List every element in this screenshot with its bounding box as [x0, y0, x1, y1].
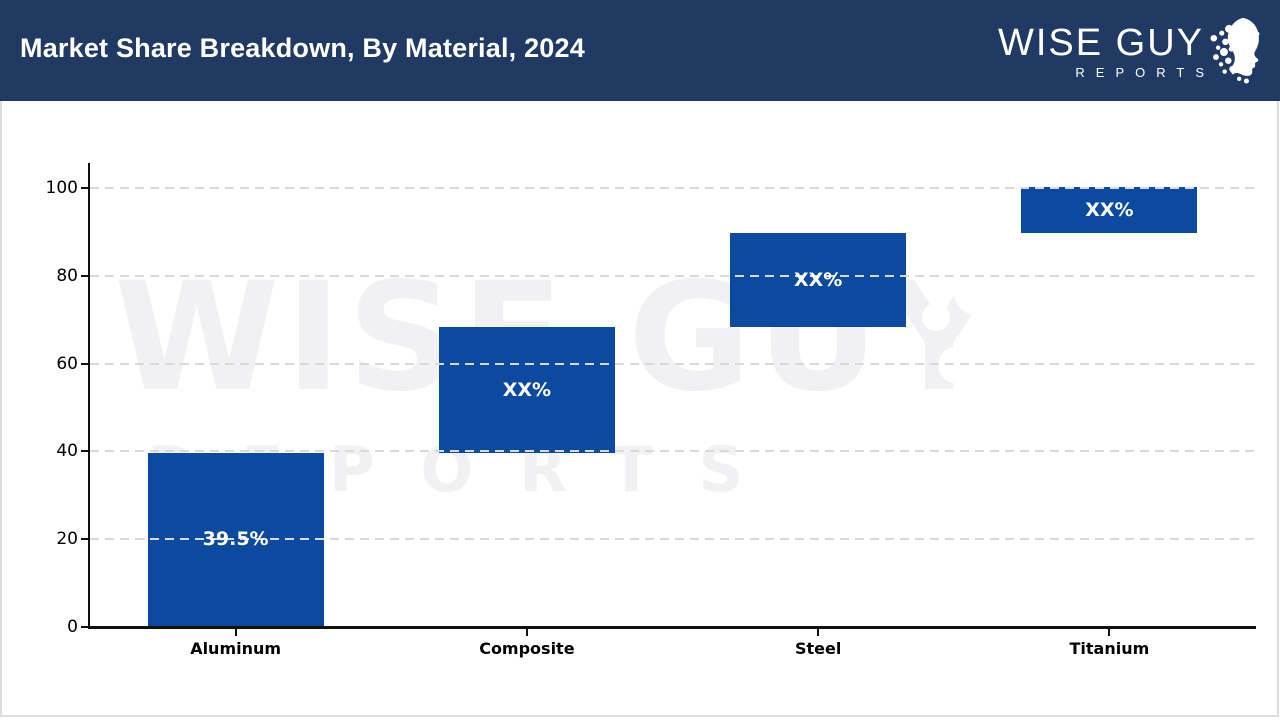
brand-name: WISE GUY — [997, 21, 1204, 64]
bar-value-label: XX% — [502, 378, 552, 401]
brand-logo: WISE GUY REPORTS — [998, 6, 1266, 98]
x-tick-mark — [234, 629, 237, 636]
brand-logo-text: WISE GUY REPORTS — [997, 21, 1204, 81]
chart-card: WISE GUY REPORTS 0 20 40 60 80 100 39.5% Alumin… — [0, 101, 1279, 717]
y-tick-mark — [81, 450, 88, 453]
bar — [438, 326, 615, 453]
gridline — [90, 538, 1255, 541]
x-tick-label: Composite — [479, 639, 575, 658]
plot-area: 0 20 40 60 80 100 39.5% Aluminum XX% Composite XX%… — [2, 101, 1277, 715]
x-tick-label: Titanium — [1069, 639, 1150, 658]
y-tick-label: 40 — [56, 441, 78, 462]
y-tick-mark — [81, 362, 88, 365]
y-tick-label: 100 — [45, 178, 78, 198]
x-axis-spine — [88, 626, 1256, 629]
y-tick-mark — [81, 626, 88, 628]
x-tick-mark — [817, 629, 820, 636]
bar-value-label: XX% — [793, 268, 843, 291]
gridline — [90, 187, 1255, 189]
y-axis-spine — [88, 163, 90, 629]
page-header: Market Share Breakdown, By Material, 202… — [0, 0, 1280, 101]
y-tick-mark — [81, 187, 88, 189]
x-tick-mark — [1108, 629, 1111, 636]
gridline — [90, 362, 1255, 365]
page-title: Market Share Breakdown, By Material, 202… — [20, 33, 585, 63]
gridline — [90, 450, 1255, 453]
bar-value-label: 39.5% — [202, 528, 269, 551]
y-tick-mark — [81, 274, 88, 277]
y-tick-mark — [81, 538, 88, 541]
y-tick-label: 0 — [67, 617, 78, 637]
x-tick-label: Aluminum — [190, 639, 282, 658]
brand-subtitle: REPORTS — [1075, 65, 1215, 81]
x-tick-label: Steel — [794, 639, 842, 658]
bar — [730, 233, 907, 327]
bar — [1021, 187, 1198, 234]
y-tick-label: 80 — [56, 265, 78, 286]
y-tick-label: 20 — [56, 529, 78, 550]
wiseguy-face-icon — [1210, 17, 1260, 84]
y-tick-label: 60 — [56, 353, 78, 374]
bar-value-label: XX% — [1085, 199, 1134, 222]
x-tick-mark — [525, 629, 528, 636]
gridline — [90, 274, 1255, 277]
